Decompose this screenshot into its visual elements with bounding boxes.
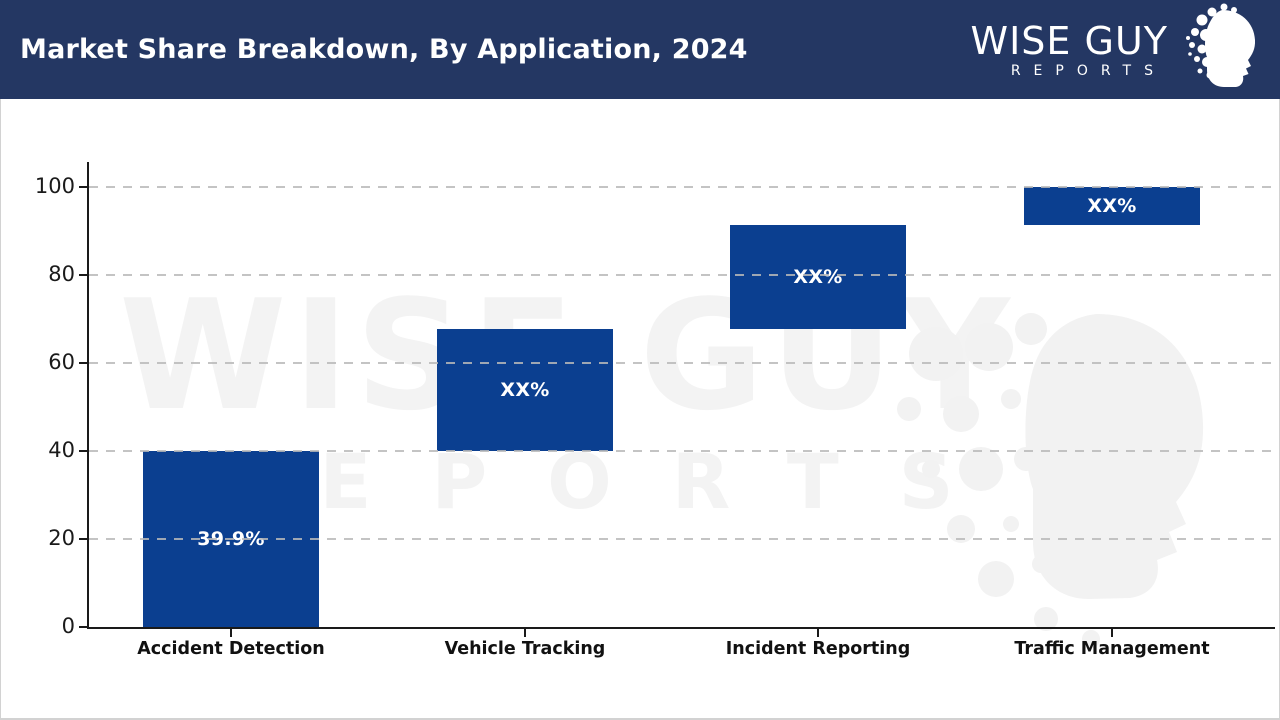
- y-tick-80: [79, 274, 88, 276]
- bar-vehicle-tracking: XX%: [437, 329, 613, 452]
- y-tick-20: [79, 538, 88, 540]
- watermark-dotted-head: [897, 313, 1204, 648]
- y-tick-label-0: 0: [61, 614, 75, 638]
- dotted-head-logo-icon: [1186, 3, 1256, 87]
- chart-canvas: WISE GUY REPORTS 0 20 40 60 80 100 39.9% Accide…: [0, 99, 1280, 720]
- page-title: Market Share Breakdown, By Application, …: [20, 34, 748, 65]
- gridline-60: [89, 362, 1273, 364]
- x-category-label-accident-detection: Accident Detection: [137, 639, 325, 659]
- gridline-80: [89, 274, 1273, 276]
- x-tick-incident-reporting: [817, 629, 819, 637]
- x-tick-vehicle-tracking: [524, 629, 526, 637]
- gridline-100: [89, 186, 1273, 188]
- bar-value-label-traffic-management: XX%: [1087, 195, 1137, 218]
- gridline-40: [89, 450, 1273, 452]
- x-category-label-incident-reporting: Incident Reporting: [725, 639, 911, 659]
- y-tick-label-40: 40: [48, 438, 75, 462]
- logo-text: WISE GUY REPORTS: [971, 22, 1168, 78]
- x-category-label-vehicle-tracking: Vehicle Tracking: [444, 639, 606, 659]
- x-tick-traffic-management: [1111, 629, 1113, 637]
- y-tick-label-100: 100: [34, 174, 75, 198]
- x-category-label-traffic-management: Traffic Management: [1014, 639, 1210, 659]
- y-tick-label-80: 80: [48, 262, 75, 286]
- y-tick-60: [79, 362, 88, 364]
- bar-traffic-management: XX%: [1024, 187, 1200, 226]
- x-axis-line: [87, 627, 1275, 629]
- bar-value-label-vehicle-tracking: XX%: [500, 379, 550, 402]
- x-tick-accident-detection: [230, 629, 232, 637]
- y-axis-line: [87, 162, 89, 629]
- y-tick-40: [79, 450, 88, 452]
- y-tick-100: [79, 186, 88, 188]
- y-tick-0: [79, 626, 88, 628]
- bar-incident-reporting: XX%: [730, 225, 906, 330]
- bar-value-label-incident-reporting: XX%: [793, 266, 843, 289]
- y-tick-label-60: 60: [48, 350, 75, 374]
- logo-wordmark: WISE GUY: [970, 18, 1168, 63]
- header-bar: Market Share Breakdown, By Application, …: [0, 0, 1280, 99]
- gridline-20: [89, 538, 1273, 540]
- y-tick-label-20: 20: [48, 526, 75, 550]
- wise-guy-reports-logo: WISE GUY REPORTS: [971, 2, 1280, 97]
- logo-subtitle: REPORTS: [1010, 62, 1166, 79]
